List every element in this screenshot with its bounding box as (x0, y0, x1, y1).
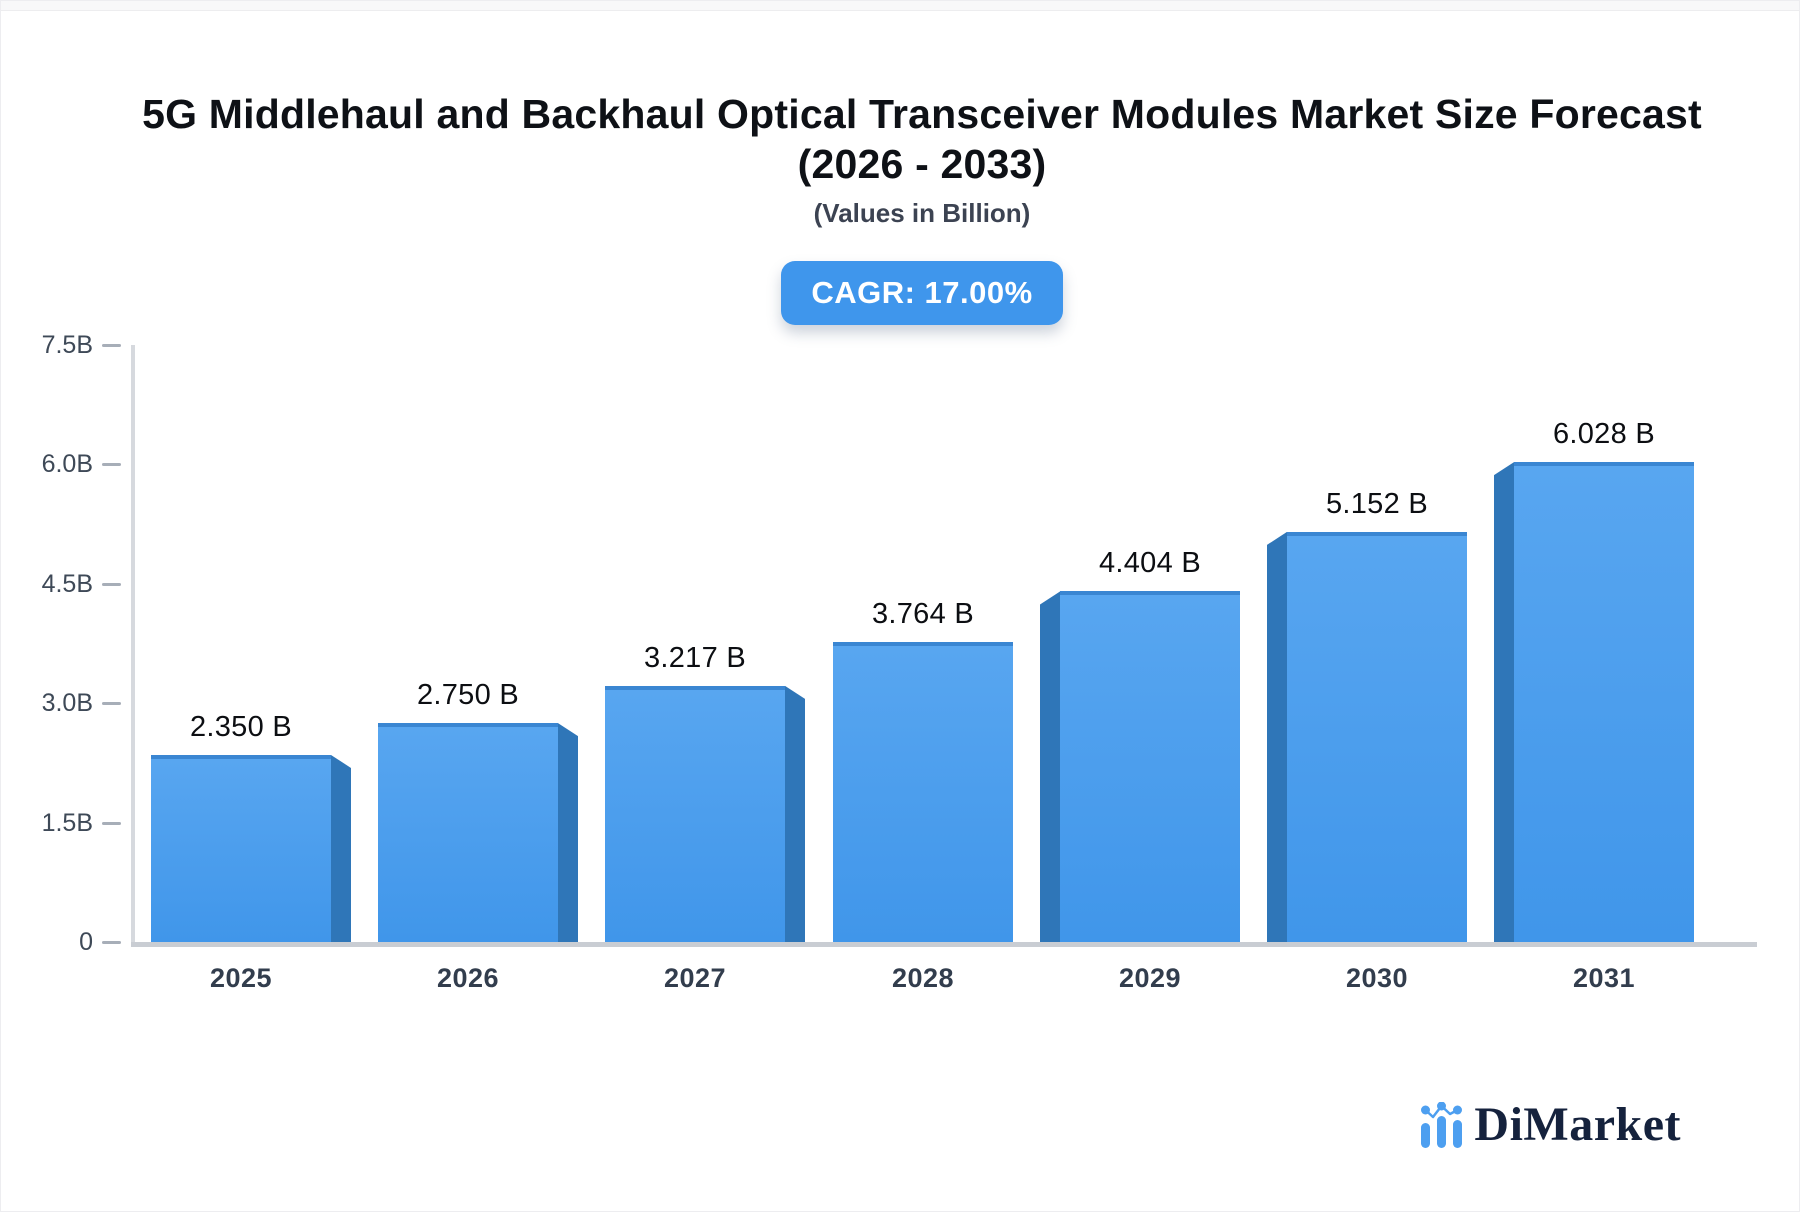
x-tick-label: 2027 (663, 963, 727, 993)
y-axis-line (131, 345, 135, 946)
top-strip (1, 1, 1799, 11)
bar-2030 (1287, 531, 1467, 942)
logo-text: DiMarket (1474, 1098, 1681, 1151)
cagr-badge: CAGR: 17.00% (781, 261, 1063, 325)
bar-value-label: 5.152 B (1325, 487, 1429, 520)
bar-side-face (331, 754, 351, 942)
mini-bar-line-chart-icon (1421, 1101, 1463, 1148)
y-tick-mark (102, 582, 121, 586)
y-tick-mark (102, 344, 121, 347)
dimarket-logo: DiMarket (1420, 1097, 1681, 1152)
x-tick-label: 2025 (209, 963, 273, 993)
chart-subtitle: (Values in Billion) (813, 198, 1031, 228)
y-tick-label: 1.5B (41, 808, 93, 837)
bar-2029 (1060, 591, 1240, 942)
x-tick-label: 2031 (1572, 963, 1636, 993)
bar-2026 (378, 723, 558, 942)
bar-2028 (833, 642, 1013, 942)
bar-side-face (558, 723, 578, 942)
bar-value-label: 6.028 B (1552, 418, 1656, 451)
x-tick-label: 2029 (1118, 963, 1182, 993)
bar-2027 (605, 685, 785, 942)
chart-title-line1: 5G Middlehaul and Backhaul Optical Trans… (142, 91, 1702, 137)
chart-title-line2: (2026 - 2033) (797, 141, 1047, 187)
y-tick-mark (102, 702, 121, 706)
bar-value-label: 2.350 B (189, 710, 293, 743)
y-tick-mark (102, 463, 121, 467)
bar-2025 (151, 754, 331, 942)
bar-2031 (1514, 462, 1694, 942)
y-tick-label: 4.5B (41, 569, 93, 598)
bar-value-label: 2.750 B (416, 679, 520, 712)
y-tick-label: 6.0B (41, 450, 93, 479)
bar-side-face (785, 685, 805, 942)
bar-value-label: 3.217 B (643, 641, 747, 674)
bar-side-face (1267, 531, 1287, 942)
bar-value-label: 3.764 B (871, 598, 975, 631)
chart-header: 5G Middlehaul and Backhaul Optical Trans… (1, 89, 1799, 325)
x-tick-label: 2026 (436, 963, 500, 993)
y-tick-label: 3.0B (41, 689, 93, 718)
bar-side-face (1494, 462, 1514, 942)
x-tick-label: 2030 (1345, 963, 1409, 993)
y-tick-mark (102, 941, 121, 944)
bar-side-face (1040, 591, 1060, 942)
bar-value-label: 4.404 B (1098, 547, 1202, 580)
y-tick-label: 7.5B (41, 331, 93, 359)
y-tick-mark (102, 821, 121, 825)
x-axis-line (131, 942, 1757, 947)
x-tick-label: 2028 (891, 963, 955, 993)
y-tick-label: 0 (79, 928, 93, 956)
